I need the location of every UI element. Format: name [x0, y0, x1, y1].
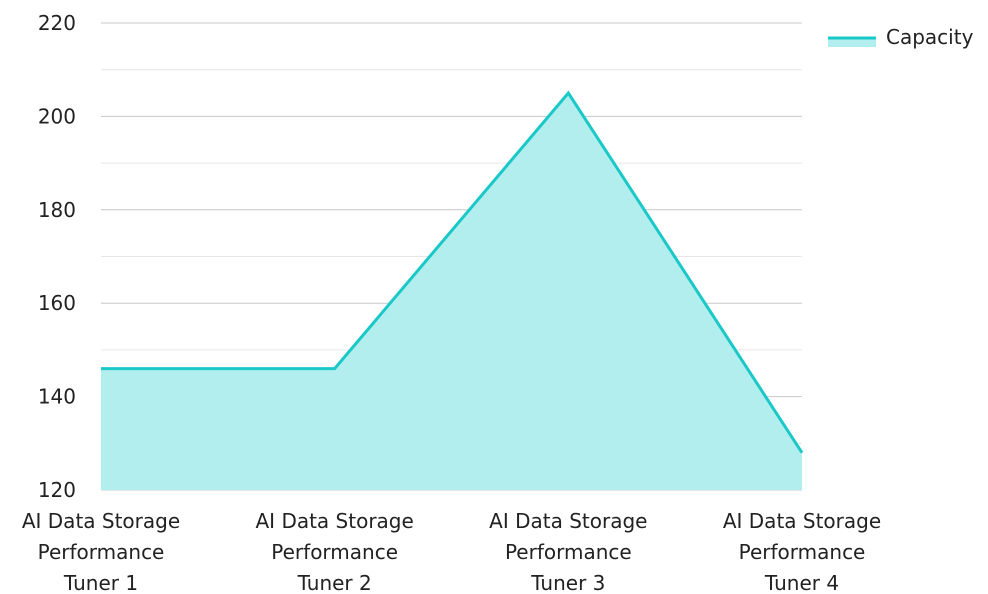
x-axis-labels: AI Data Storage Performance Tuner 1AI Data…: [22, 509, 881, 594]
x-tick-label-line: Tuner 3: [530, 571, 605, 594]
x-tick-label-line: Performance: [271, 540, 398, 564]
y-tick-label: 180: [38, 198, 76, 222]
x-tick-label: AI Data Storage Performance Tuner 4: [723, 509, 881, 594]
x-tick-label-line: Tuner 1: [63, 571, 138, 594]
legend-swatch: [828, 38, 876, 47]
legend: Capacity: [828, 25, 974, 49]
capacity-line: [101, 90, 804, 454]
y-axis-ticks: 120 140 160 180 200 220: [38, 11, 76, 502]
x-tick-label-line: AI Data Storage: [256, 509, 414, 533]
x-tick-label-line: Performance: [38, 540, 165, 564]
x-tick-label-line: AI Data Storage: [489, 509, 647, 533]
x-tick-label: AI Data Storage Performance Tuner 3: [489, 509, 647, 594]
y-tick-label: 140: [38, 385, 76, 409]
y-tick-label: 220: [38, 11, 76, 35]
x-tick-label: AI Data Storage Performance Tuner 1: [22, 509, 180, 594]
area-series-layer: [101, 90, 804, 491]
x-tick-label-line: Tuner 4: [764, 571, 839, 594]
x-tick-label-line: Tuner 2: [297, 571, 372, 594]
x-tick-label-line: AI Data Storage: [723, 509, 881, 533]
x-tick-label: AI Data Storage Performance Tuner 2: [256, 509, 414, 594]
y-tick-label: 200: [38, 104, 76, 128]
legend-label: Capacity: [886, 25, 974, 49]
x-tick-label-line: Performance: [739, 540, 866, 564]
y-tick-label: 120: [38, 478, 76, 502]
x-tick-label-line: AI Data Storage: [22, 509, 180, 533]
x-tick-label-line: Performance: [505, 540, 632, 564]
capacity-area: [101, 93, 802, 491]
y-tick-label: 160: [38, 291, 76, 315]
